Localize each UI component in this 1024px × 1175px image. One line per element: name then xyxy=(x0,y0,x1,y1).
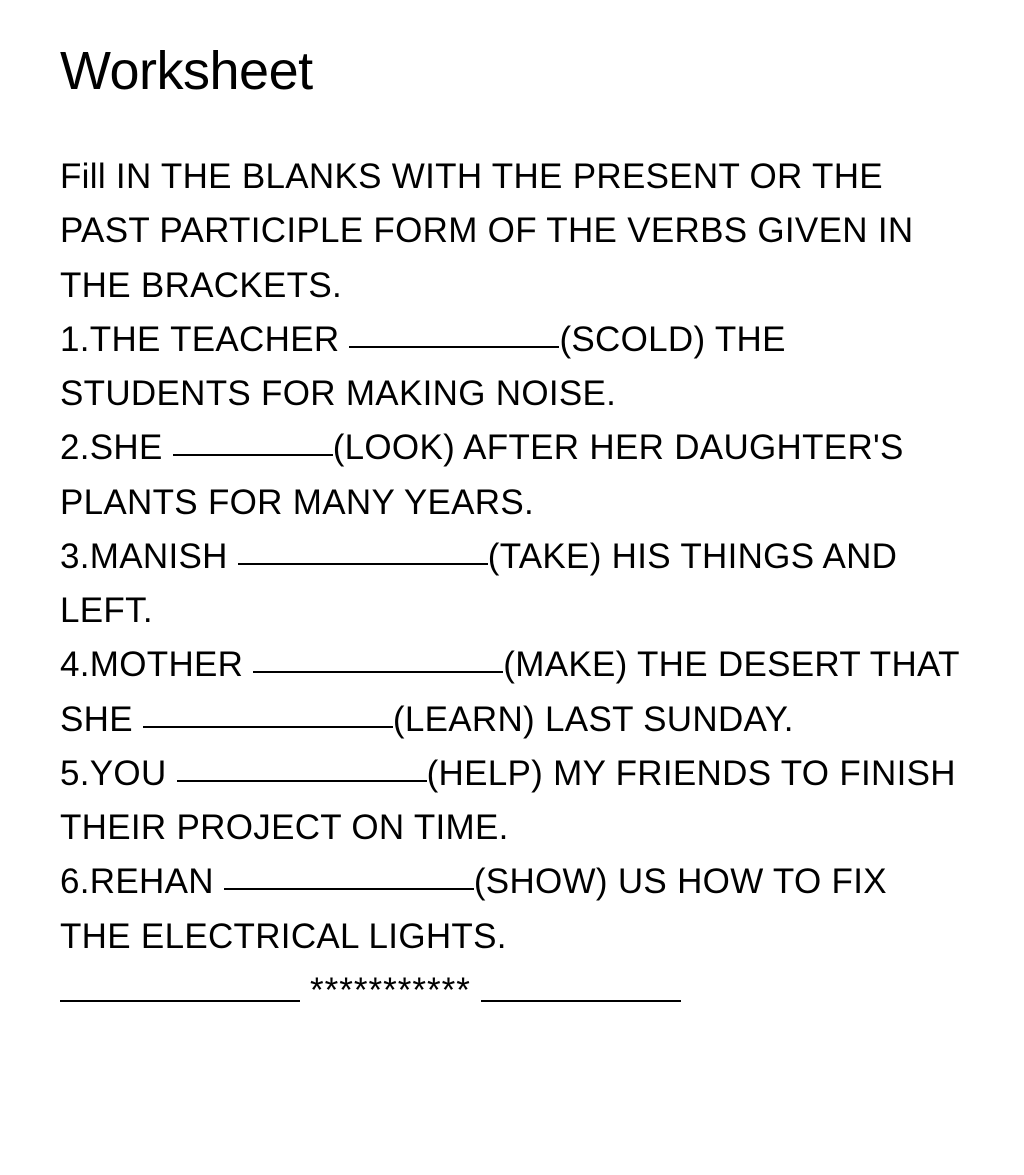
q1-prefix: 1.THE TEACHER xyxy=(60,320,349,359)
footer-stars: *********** xyxy=(310,964,471,1018)
q3-prefix: 3.MANISH xyxy=(60,537,238,576)
worksheet-title: Worksheet xyxy=(60,40,964,102)
q5-blank[interactable] xyxy=(177,780,427,782)
q2-blank[interactable] xyxy=(173,454,333,456)
q5-suffix: (HELP) MY FRIENDS TO FINISH THEIR PROJEC… xyxy=(60,754,956,847)
question-1: 1.THE TEACHER (SCOLD) THE STUDENTS FOR M… xyxy=(60,313,964,422)
question-3: 3.MANISH (TAKE) HIS THINGS AND LEFT. xyxy=(60,530,964,639)
footer-blank-left[interactable] xyxy=(60,1000,300,1002)
q5-prefix: 5.YOU xyxy=(60,754,177,793)
q2-prefix: 2.SHE xyxy=(60,428,173,467)
q4-suffix: (LEARN) LAST SUNDAY. xyxy=(393,700,794,739)
q4-blank-2[interactable] xyxy=(143,726,393,728)
question-5: 5.YOU (HELP) MY FRIENDS TO FINISH THEIR … xyxy=(60,747,964,856)
question-2: 2.SHE (LOOK) AFTER HER DAUGHTER'S PLANTS… xyxy=(60,421,964,530)
q4-blank-1[interactable] xyxy=(253,671,503,673)
q6-blank[interactable] xyxy=(224,888,474,890)
footer-blank-right[interactable] xyxy=(481,1000,681,1002)
q3-blank[interactable] xyxy=(238,563,488,565)
footer-row: *********** xyxy=(60,964,964,1018)
q4-prefix: 4.MOTHER xyxy=(60,645,253,684)
q2-suffix: (LOOK) AFTER HER DAUGHTER'S PLANTS FOR M… xyxy=(60,428,904,521)
question-4: 4.MOTHER (MAKE) THE DESERT THAT SHE (LEA… xyxy=(60,638,964,747)
question-6: 6.REHAN (SHOW) US HOW TO FIX THE ELECTRI… xyxy=(60,855,964,964)
q6-prefix: 6.REHAN xyxy=(60,862,224,901)
instructions-text: Fill IN THE BLANKS WITH THE PRESENT OR T… xyxy=(60,150,964,313)
q1-blank[interactable] xyxy=(349,346,559,348)
